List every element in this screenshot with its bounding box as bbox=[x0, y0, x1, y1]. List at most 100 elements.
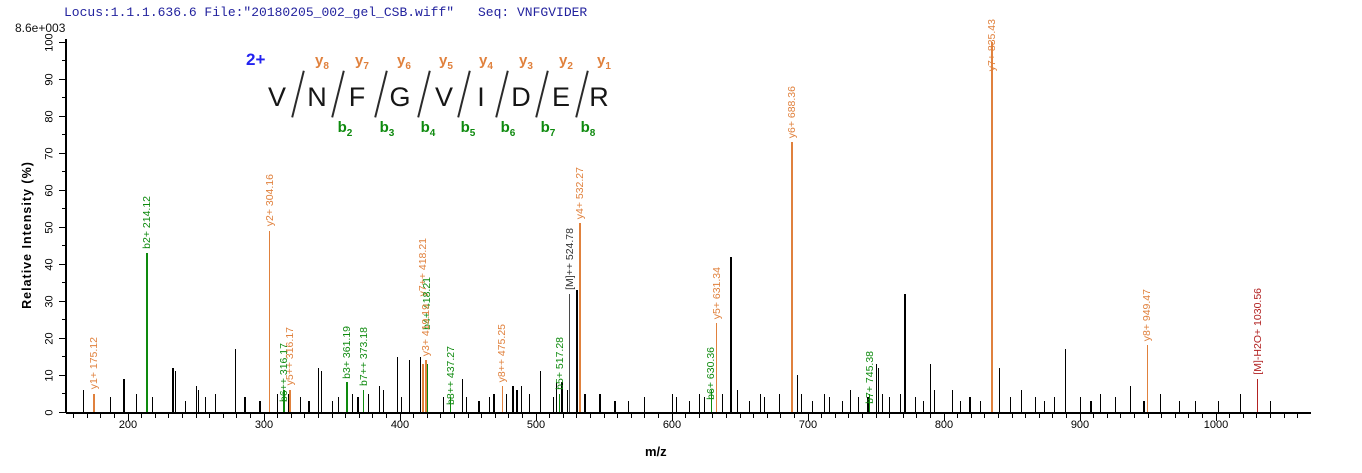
peak-label: b7+ 745.38 bbox=[863, 350, 876, 404]
annotated-peak bbox=[422, 363, 424, 412]
y-ion-label: y4 bbox=[479, 52, 493, 72]
peak bbox=[889, 397, 891, 412]
x-tick bbox=[848, 413, 850, 418]
x-tick bbox=[1188, 413, 1190, 418]
peak bbox=[419, 356, 422, 412]
x-tick bbox=[1242, 413, 1244, 418]
y-tick-label: 40 bbox=[43, 257, 56, 271]
peak bbox=[368, 393, 370, 412]
y-tick-label: 0 bbox=[43, 408, 56, 416]
x-axis-line bbox=[66, 412, 1311, 414]
b-ion-label: b8 bbox=[580, 119, 596, 139]
peak-label: y8++ 475.25 bbox=[496, 323, 509, 383]
peak bbox=[959, 400, 961, 412]
peak bbox=[933, 389, 936, 412]
peak bbox=[849, 389, 851, 412]
x-tick bbox=[997, 413, 999, 418]
y-tick bbox=[62, 171, 66, 172]
y-axis-title: Relative Intensity (%) bbox=[20, 161, 34, 309]
y-tick-label: 50 bbox=[43, 220, 56, 234]
peak bbox=[875, 363, 877, 412]
x-tick bbox=[753, 413, 755, 418]
peak bbox=[539, 371, 541, 412]
y-ion-label: y7 bbox=[355, 52, 369, 72]
peak-label: y6+ 688.36 bbox=[786, 85, 799, 138]
peak bbox=[478, 400, 480, 412]
peak bbox=[1010, 397, 1012, 412]
annotated-peak bbox=[791, 141, 793, 412]
precursor-charge-label: 2+ bbox=[246, 50, 266, 69]
peak-label: b2+ 214.12 bbox=[141, 196, 154, 249]
x-tick bbox=[521, 413, 523, 418]
y-tick bbox=[59, 374, 66, 376]
y-tick bbox=[59, 78, 66, 80]
x-tick bbox=[861, 413, 863, 418]
x-tick bbox=[1038, 413, 1040, 418]
annotated-peak bbox=[283, 389, 285, 412]
x-tick bbox=[657, 413, 659, 418]
y-ion-label: y1 bbox=[597, 52, 611, 72]
peak bbox=[1129, 386, 1131, 412]
x-tick bbox=[644, 413, 646, 418]
base-peak-intensity: 8.6e+003 bbox=[15, 21, 66, 35]
x-tick-label: 400 bbox=[390, 419, 410, 431]
peak bbox=[214, 393, 216, 412]
b-ion-label: b2 bbox=[337, 119, 353, 139]
x-tick bbox=[1283, 413, 1285, 418]
peak bbox=[443, 397, 445, 412]
x-tick bbox=[1093, 413, 1095, 418]
peak bbox=[614, 400, 616, 412]
annotated-peak bbox=[346, 382, 348, 412]
x-tick bbox=[141, 413, 143, 418]
peak bbox=[1021, 389, 1023, 412]
annotated-peak bbox=[425, 360, 427, 412]
peak bbox=[505, 393, 507, 412]
x-tick bbox=[331, 413, 333, 418]
x-tick bbox=[127, 413, 129, 421]
annotated-peak bbox=[568, 293, 571, 412]
x-tick bbox=[1133, 413, 1135, 418]
x-tick bbox=[481, 413, 483, 418]
annotated-peak bbox=[558, 393, 561, 412]
x-tick bbox=[535, 413, 537, 421]
header-sequence: Seq: VNFGVIDER bbox=[478, 5, 588, 20]
peak bbox=[300, 397, 302, 412]
x-tick bbox=[1256, 413, 1258, 418]
x-tick-label: 800 bbox=[934, 419, 954, 431]
y-tick-label: 10 bbox=[43, 368, 56, 382]
annotated-peak bbox=[868, 393, 871, 412]
residue-letter: V bbox=[267, 82, 287, 112]
x-tick bbox=[834, 413, 836, 418]
peak bbox=[823, 393, 825, 412]
peak bbox=[763, 397, 766, 412]
peak bbox=[520, 386, 522, 412]
b-ion-label: b4 bbox=[420, 119, 436, 139]
x-tick bbox=[1297, 413, 1299, 418]
peak bbox=[172, 367, 174, 412]
peak bbox=[555, 382, 558, 412]
x-tick bbox=[1215, 413, 1217, 421]
x-tick bbox=[181, 413, 183, 418]
x-tick bbox=[440, 413, 442, 418]
peak bbox=[576, 289, 579, 412]
y-tick bbox=[62, 319, 66, 320]
peak bbox=[736, 389, 738, 412]
x-tick bbox=[1079, 413, 1081, 421]
y-tick bbox=[62, 134, 66, 135]
residue-letter: R bbox=[589, 82, 609, 112]
peak bbox=[462, 378, 464, 412]
y-tick-label: 20 bbox=[43, 331, 56, 345]
fragmentation-slash bbox=[374, 70, 388, 118]
x-tick bbox=[549, 413, 551, 418]
peak bbox=[729, 256, 732, 412]
y-tick bbox=[62, 97, 66, 98]
peak bbox=[1114, 397, 1117, 412]
x-tick bbox=[154, 413, 156, 418]
annotated-peak bbox=[1256, 378, 1259, 412]
annotated-peak bbox=[1146, 345, 1149, 412]
x-tick bbox=[195, 413, 197, 418]
x-tick bbox=[345, 413, 347, 418]
x-tick-label: 900 bbox=[1070, 419, 1090, 431]
annotated-peak bbox=[579, 223, 581, 412]
x-tick bbox=[1025, 413, 1027, 418]
